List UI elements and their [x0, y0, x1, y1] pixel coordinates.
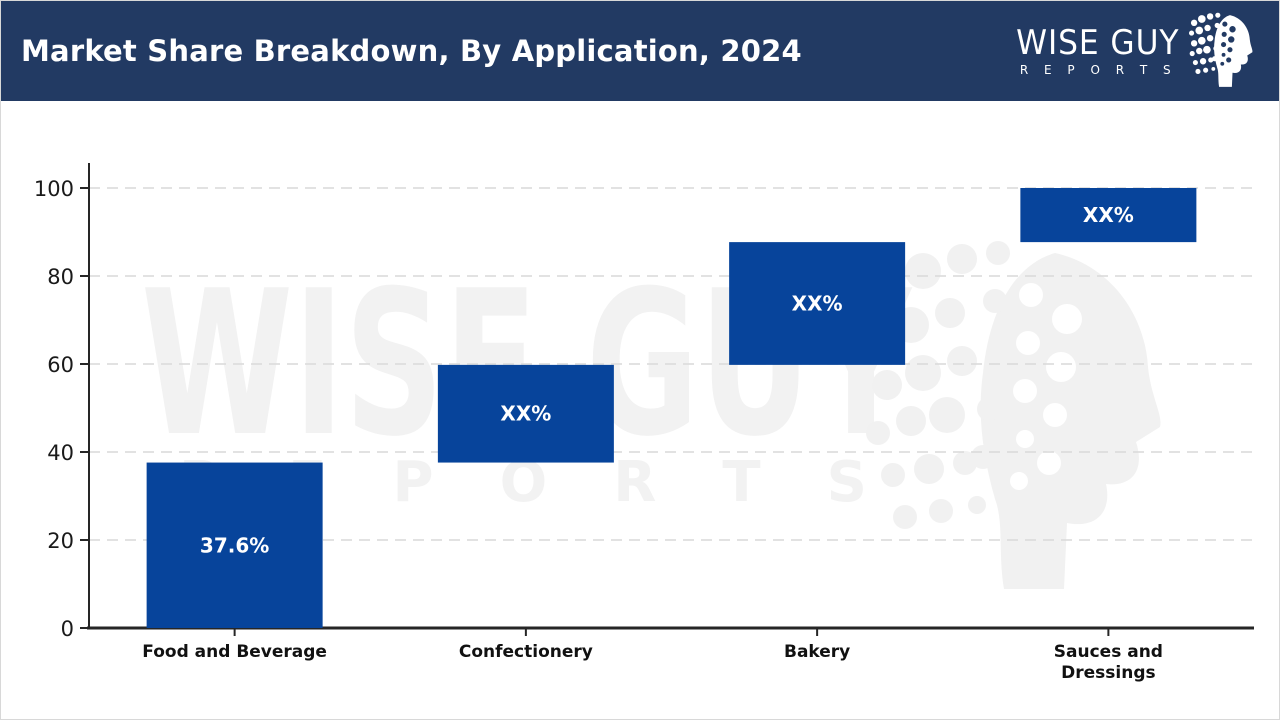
bar-value-label: XX% [792, 292, 843, 316]
logo-text: WISE GUY R E P O R T S [1009, 26, 1187, 77]
bar-value-label: XX% [500, 402, 551, 426]
category-label: Sauces and [1054, 642, 1163, 662]
y-tick-label: 80 [47, 265, 74, 289]
y-tick-label: 40 [47, 441, 74, 465]
bar-value-label: XX% [1083, 203, 1134, 227]
y-tick-label: 60 [47, 353, 74, 377]
y-tick-label: 0 [61, 617, 74, 641]
y-tick-label: 100 [34, 177, 74, 201]
wiseguy-logo: WISE GUY R E P O R T S [1009, 12, 1253, 90]
bar [146, 462, 323, 628]
chart-title: Market Share Breakdown, By Application, … [21, 34, 802, 68]
y-tick-label: 20 [47, 529, 74, 553]
report-header: Market Share Breakdown, By Application, … [1, 1, 1279, 101]
category-label: Bakery [784, 642, 850, 662]
bar [1020, 188, 1197, 243]
category-label: Food and Beverage [142, 642, 327, 662]
logo-wordmark: WISE GUY [1016, 22, 1180, 63]
bar-value-label: 37.6% [200, 533, 269, 557]
category-label: Confectionery [459, 642, 593, 662]
logo-head-icon [1189, 12, 1253, 90]
logo-subtitle: R E P O R T S [1019, 62, 1177, 77]
category-label: Dressings [1061, 663, 1155, 683]
bar [437, 364, 614, 463]
